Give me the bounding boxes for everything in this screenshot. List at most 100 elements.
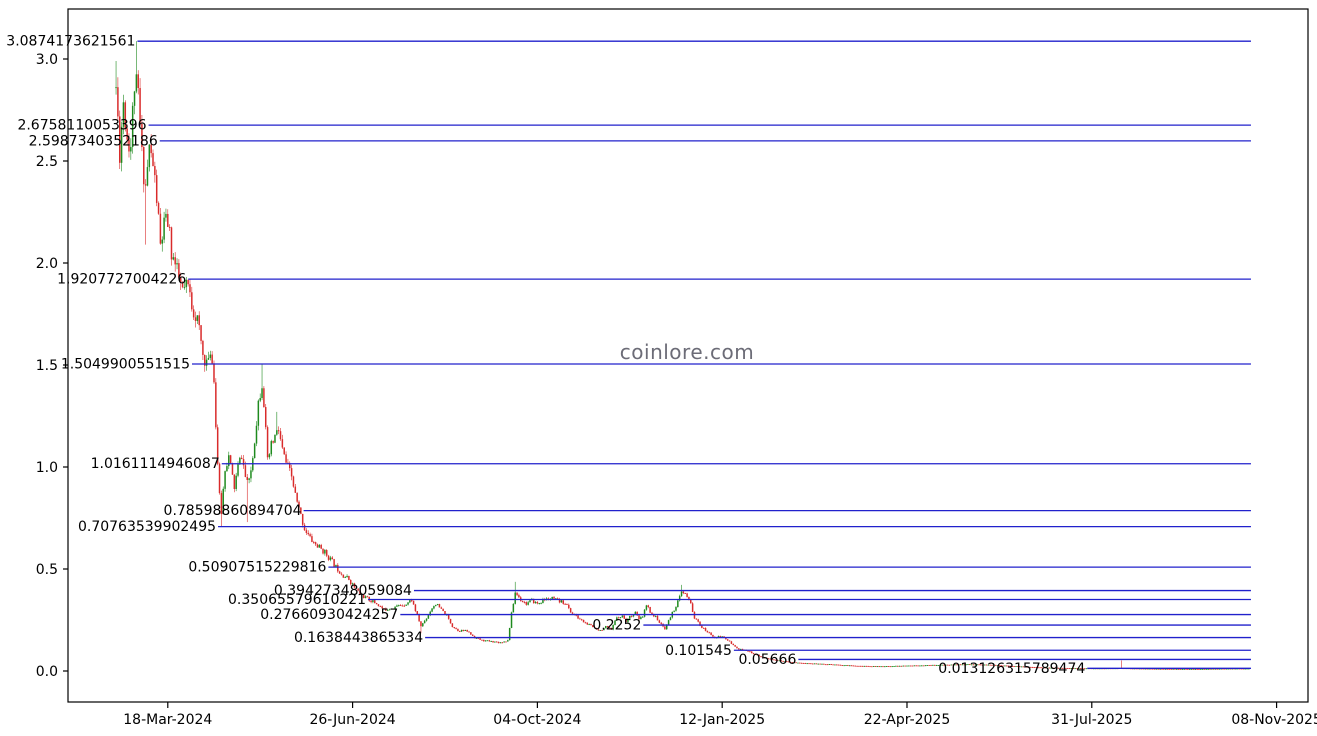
candle-body (1163, 668, 1165, 670)
candle-body (787, 661, 790, 663)
candle-body (575, 614, 577, 616)
candle-body (621, 615, 624, 617)
candle-body (1211, 668, 1213, 670)
candle-body (207, 357, 210, 360)
candle-body (843, 665, 845, 667)
candle-body (924, 665, 927, 667)
candle-body (508, 627, 511, 641)
support-level-label: 0.1638443865334 (294, 630, 423, 646)
candle-body (466, 629, 468, 632)
candle-body (847, 665, 849, 667)
candle-body (283, 447, 285, 455)
support-level-label: 0.101545 (665, 643, 732, 659)
candle-body (760, 656, 762, 658)
candle-body (1017, 666, 1019, 667)
candle-body (124, 102, 127, 129)
candle-body (250, 470, 252, 479)
candle-body (179, 277, 182, 283)
candle-body (226, 466, 228, 472)
support-level-label: 0.78598860894704 (164, 503, 302, 519)
candle-body (629, 615, 631, 619)
candle-body (933, 664, 936, 666)
candle-body (154, 166, 156, 176)
candle-body (257, 400, 260, 426)
candle-body (470, 632, 472, 635)
candle-body (1072, 668, 1075, 669)
candle-body (161, 239, 163, 244)
candle-body (937, 665, 940, 666)
candle-body (863, 665, 866, 667)
candle-body (880, 666, 882, 668)
candle-body (244, 465, 247, 477)
candle-body (353, 583, 356, 588)
candle-body (836, 664, 838, 666)
candle-body (734, 645, 736, 647)
candle-body (152, 153, 154, 167)
candle-body (893, 666, 895, 667)
candle-body (170, 227, 173, 260)
candle-body (1054, 667, 1056, 669)
candle-body (488, 640, 491, 642)
candle-body (189, 284, 191, 293)
candle-body (636, 611, 638, 616)
candle-body (1055, 667, 1058, 669)
candle-body (320, 544, 322, 549)
candle-body (640, 617, 642, 620)
candle-body (1022, 666, 1025, 668)
candle-body (932, 664, 934, 666)
candle-body (675, 607, 677, 611)
candle-body (296, 492, 298, 502)
candle-body (595, 627, 598, 630)
candle-body (364, 596, 367, 599)
candle-body (813, 663, 816, 665)
candle-body (1004, 665, 1006, 667)
candle-body (1224, 668, 1226, 670)
candle-body (150, 144, 152, 154)
candle-body (1209, 668, 1211, 670)
candle-body (1166, 668, 1169, 670)
candle-body (1041, 667, 1043, 669)
candle-body (1198, 668, 1200, 670)
candle-body (447, 614, 450, 619)
candle-body (403, 605, 406, 607)
candle-body (143, 147, 145, 185)
candle-body (289, 462, 291, 469)
candle-body (651, 612, 653, 615)
candle-body (146, 167, 149, 186)
candle-body (732, 643, 735, 646)
candle-body (205, 359, 208, 366)
candle-body (126, 128, 128, 140)
y-tick-label: 2.5 (36, 154, 58, 170)
candle-body (165, 213, 167, 218)
candle-body (196, 315, 199, 321)
candle-body (1196, 668, 1198, 670)
candle-body (394, 606, 396, 609)
candle-body (956, 664, 958, 666)
candle-body (830, 664, 832, 665)
candle-body (383, 608, 385, 610)
candle-body (464, 629, 467, 631)
candle-body (889, 666, 892, 668)
candle-body (638, 615, 640, 620)
candle-body (983, 664, 986, 666)
candle-body (782, 660, 784, 662)
candle-body (1179, 668, 1182, 670)
candle-body (945, 664, 947, 666)
candle-body (355, 587, 358, 589)
candle-body (242, 459, 245, 466)
candle-body (292, 476, 295, 487)
support-level-label: 0.2252 (592, 618, 641, 634)
candle-body (882, 666, 884, 668)
candle-body (654, 615, 657, 617)
y-tick-label: 1.0 (36, 460, 58, 476)
candle-body (202, 340, 204, 355)
candle-body (494, 641, 496, 643)
candle-body (560, 600, 563, 603)
candle-body (985, 664, 988, 666)
candle-body (645, 605, 648, 610)
candle-body (492, 641, 494, 643)
candle-body (481, 639, 483, 641)
candle-body (553, 596, 555, 599)
candle-body (588, 624, 590, 625)
candle-body (516, 592, 518, 596)
